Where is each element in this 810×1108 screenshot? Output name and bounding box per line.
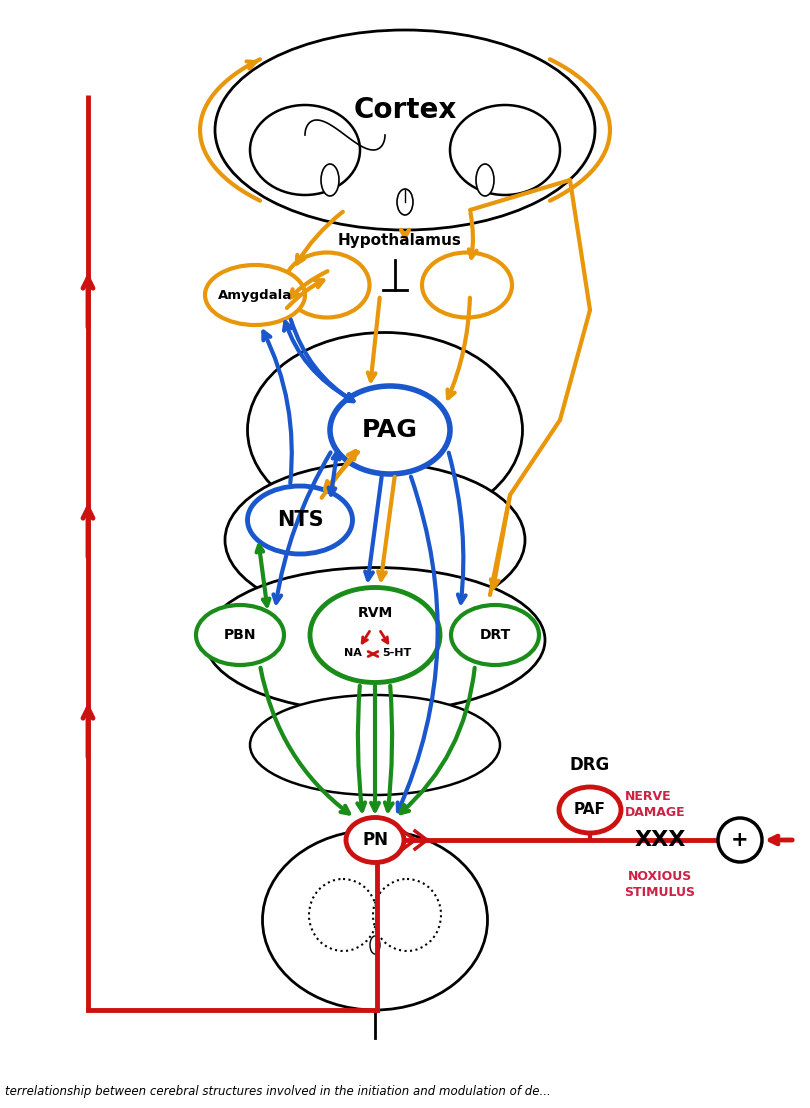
Text: RVM: RVM (357, 606, 393, 620)
Ellipse shape (476, 164, 494, 196)
Ellipse shape (205, 265, 305, 325)
Ellipse shape (346, 818, 404, 862)
Ellipse shape (205, 567, 545, 712)
Text: NOXIOUS
STIMULUS: NOXIOUS STIMULUS (625, 870, 696, 899)
Ellipse shape (225, 462, 525, 617)
Ellipse shape (248, 332, 522, 527)
Text: PBN: PBN (224, 628, 256, 642)
Text: Amygdala: Amygdala (218, 288, 292, 301)
Ellipse shape (397, 189, 413, 215)
Text: Hypothalamus: Hypothalamus (338, 233, 462, 247)
Ellipse shape (559, 787, 621, 833)
Text: DRT: DRT (480, 628, 510, 642)
Text: +: + (731, 830, 748, 850)
Ellipse shape (250, 105, 360, 195)
Ellipse shape (451, 605, 539, 665)
Circle shape (718, 818, 762, 862)
Ellipse shape (330, 386, 450, 474)
Text: Cortex: Cortex (353, 96, 457, 124)
Text: PN: PN (362, 831, 388, 849)
Text: PAG: PAG (362, 418, 418, 442)
Text: 5-HT: 5-HT (382, 648, 411, 658)
Text: NERVE
DAMAGE: NERVE DAMAGE (625, 790, 685, 820)
Ellipse shape (321, 164, 339, 196)
Ellipse shape (196, 605, 284, 665)
Ellipse shape (250, 695, 500, 796)
Text: terrelationship between cerebral structures involved in the initiation and modul: terrelationship between cerebral structu… (5, 1086, 551, 1098)
Text: NTS: NTS (277, 510, 323, 530)
Ellipse shape (310, 587, 440, 683)
Text: PAF: PAF (574, 802, 606, 818)
Text: DRG: DRG (570, 756, 610, 774)
Ellipse shape (215, 30, 595, 230)
Text: XXX: XXX (634, 830, 686, 850)
Text: NA: NA (344, 648, 362, 658)
Ellipse shape (262, 830, 488, 1010)
Ellipse shape (248, 486, 352, 554)
Ellipse shape (450, 105, 560, 195)
